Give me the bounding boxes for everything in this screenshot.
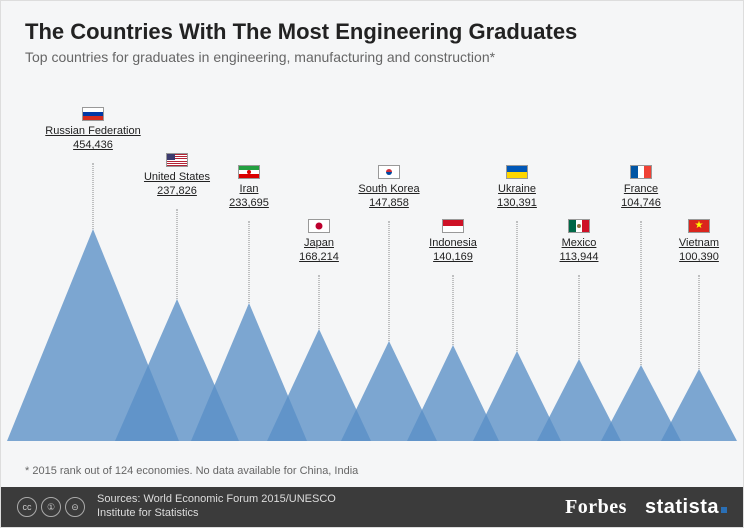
leader-line bbox=[249, 221, 250, 303]
flag-icon bbox=[568, 219, 590, 233]
by-icon: ① bbox=[41, 497, 61, 517]
country-name: Mexico bbox=[524, 237, 634, 249]
leader-line bbox=[579, 275, 580, 359]
country-name: Indonesia bbox=[398, 237, 508, 249]
country-value: 130,391 bbox=[462, 197, 572, 209]
leader-line bbox=[699, 275, 700, 369]
country-value: 140,169 bbox=[398, 251, 508, 263]
flag-icon bbox=[238, 165, 260, 179]
header: The Countries With The Most Engineering … bbox=[1, 1, 743, 71]
country-value: 454,436 bbox=[38, 139, 148, 151]
cc-badges: cc ① ⊝ bbox=[17, 497, 85, 517]
flag-icon bbox=[506, 165, 528, 179]
infographic: The Countries With The Most Engineering … bbox=[0, 0, 744, 528]
flag-icon bbox=[166, 153, 188, 167]
flag-icon: ★ bbox=[688, 219, 710, 233]
leader-line bbox=[641, 221, 642, 365]
leader-line bbox=[389, 221, 390, 341]
country-label: Mexico 113,944 bbox=[524, 219, 634, 263]
country-value: 104,746 bbox=[586, 197, 696, 209]
country-name: Iran bbox=[194, 183, 304, 195]
country-label: France 104,746 bbox=[586, 165, 696, 209]
country-label: Iran 233,695 bbox=[194, 165, 304, 209]
leader-line bbox=[453, 275, 454, 345]
country-value: 113,944 bbox=[524, 251, 634, 263]
flag-icon bbox=[442, 219, 464, 233]
country-value: 233,695 bbox=[194, 197, 304, 209]
source-text: Sources: World Economic Forum 2015/UNESC… bbox=[97, 493, 336, 521]
footnote-block: * 2015 rank out of 124 economies. No dat… bbox=[1, 459, 743, 487]
title: The Countries With The Most Engineering … bbox=[25, 19, 719, 45]
leader-line bbox=[177, 209, 178, 299]
country-name: Russian Federation bbox=[38, 125, 148, 137]
cc-icon: cc bbox=[17, 497, 37, 517]
country-value: 147,858 bbox=[334, 197, 444, 209]
country-name: Ukraine bbox=[462, 183, 572, 195]
peak-vietnam bbox=[661, 366, 737, 441]
leader-line bbox=[93, 163, 94, 229]
statista-logo: statista bbox=[645, 496, 727, 519]
forbes-logo: Forbes bbox=[565, 496, 627, 519]
footnote: * 2015 rank out of 124 economies. No dat… bbox=[25, 465, 719, 477]
flag-icon bbox=[82, 107, 104, 121]
country-name: France bbox=[586, 183, 696, 195]
subtitle: Top countries for graduates in engineeri… bbox=[25, 49, 719, 65]
country-label: South Korea 147,858 bbox=[334, 165, 444, 209]
country-name: South Korea bbox=[334, 183, 444, 195]
brand-logos: Forbes statista bbox=[565, 496, 727, 519]
nd-icon: ⊝ bbox=[65, 497, 85, 517]
country-label: ★ Vietnam 100,390 bbox=[644, 219, 744, 263]
flag-icon bbox=[308, 219, 330, 233]
country-name: Vietnam bbox=[644, 237, 744, 249]
leader-line bbox=[517, 221, 518, 351]
country-label: Russian Federation 454,436 bbox=[38, 107, 148, 151]
country-label: Japan 168,214 bbox=[264, 219, 374, 263]
flag-icon bbox=[630, 165, 652, 179]
country-value: 100,390 bbox=[644, 251, 744, 263]
country-label: Ukraine 130,391 bbox=[462, 165, 572, 209]
leader-line bbox=[319, 275, 320, 329]
footer-bar: cc ① ⊝ Sources: World Economic Forum 201… bbox=[1, 487, 743, 527]
triangle-chart: Russian Federation454,436United States23… bbox=[1, 91, 743, 441]
flag-icon bbox=[378, 165, 400, 179]
country-label: Indonesia 140,169 bbox=[398, 219, 508, 263]
country-name: Japan bbox=[264, 237, 374, 249]
country-value: 168,214 bbox=[264, 251, 374, 263]
